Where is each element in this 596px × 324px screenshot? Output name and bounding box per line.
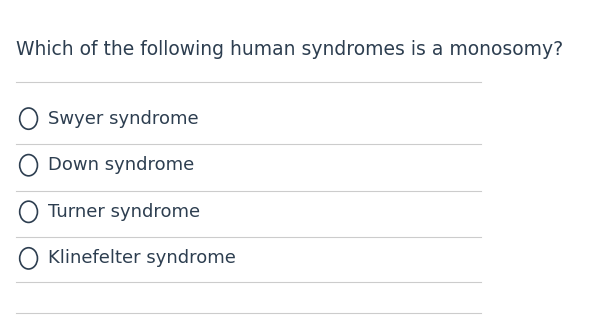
Text: Down syndrome: Down syndrome bbox=[48, 156, 194, 174]
Text: Turner syndrome: Turner syndrome bbox=[48, 203, 200, 221]
Text: Klinefelter syndrome: Klinefelter syndrome bbox=[48, 249, 236, 267]
Text: Which of the following human syndromes is a monosomy?: Which of the following human syndromes i… bbox=[16, 40, 563, 59]
Text: Swyer syndrome: Swyer syndrome bbox=[48, 110, 199, 128]
